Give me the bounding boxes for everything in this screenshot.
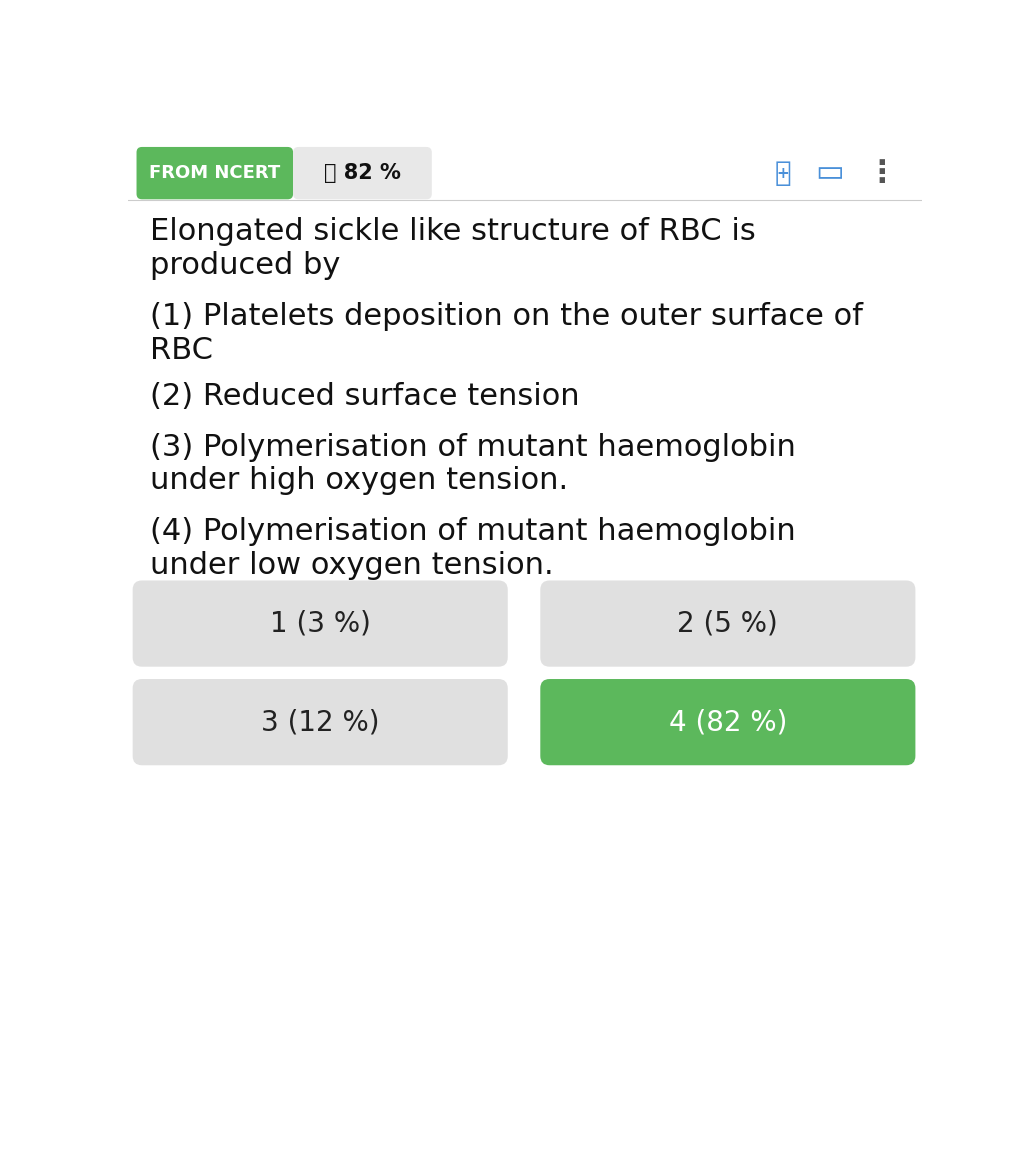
FancyBboxPatch shape: [541, 679, 915, 765]
Text: Elongated sickle like structure of RBC is: Elongated sickle like structure of RBC i…: [150, 217, 756, 246]
Text: 2 (5 %): 2 (5 %): [678, 609, 778, 637]
FancyBboxPatch shape: [541, 580, 915, 667]
Text: 4 (82 %): 4 (82 %): [669, 709, 787, 736]
Text: (3) Polymerisation of mutant haemoglobin: (3) Polymerisation of mutant haemoglobin: [150, 433, 796, 462]
FancyBboxPatch shape: [293, 147, 432, 200]
FancyBboxPatch shape: [136, 147, 293, 200]
Text: ▭: ▭: [815, 158, 844, 188]
Text: 3 (12 %): 3 (12 %): [261, 709, 380, 736]
Text: 1 (3 %): 1 (3 %): [269, 609, 371, 637]
Text: (1) Platelets deposition on the outer surface of: (1) Platelets deposition on the outer su…: [150, 301, 862, 331]
Text: (4) Polymerisation of mutant haemoglobin: (4) Polymerisation of mutant haemoglobin: [150, 517, 796, 546]
Text: under low oxygen tension.: under low oxygen tension.: [150, 552, 553, 580]
Text: ⬜: ⬜: [774, 159, 792, 187]
Text: ⋮: ⋮: [866, 158, 897, 188]
Text: RBC: RBC: [150, 336, 213, 365]
Text: (2) Reduced surface tension: (2) Reduced surface tension: [150, 382, 580, 411]
Text: FROM NCERT: FROM NCERT: [150, 164, 281, 182]
FancyBboxPatch shape: [133, 580, 508, 667]
Text: produced by: produced by: [150, 250, 340, 280]
Text: +: +: [776, 166, 790, 181]
Text: under high oxygen tension.: under high oxygen tension.: [150, 466, 568, 495]
FancyBboxPatch shape: [133, 679, 508, 765]
Text: 👍 82 %: 👍 82 %: [324, 163, 400, 183]
